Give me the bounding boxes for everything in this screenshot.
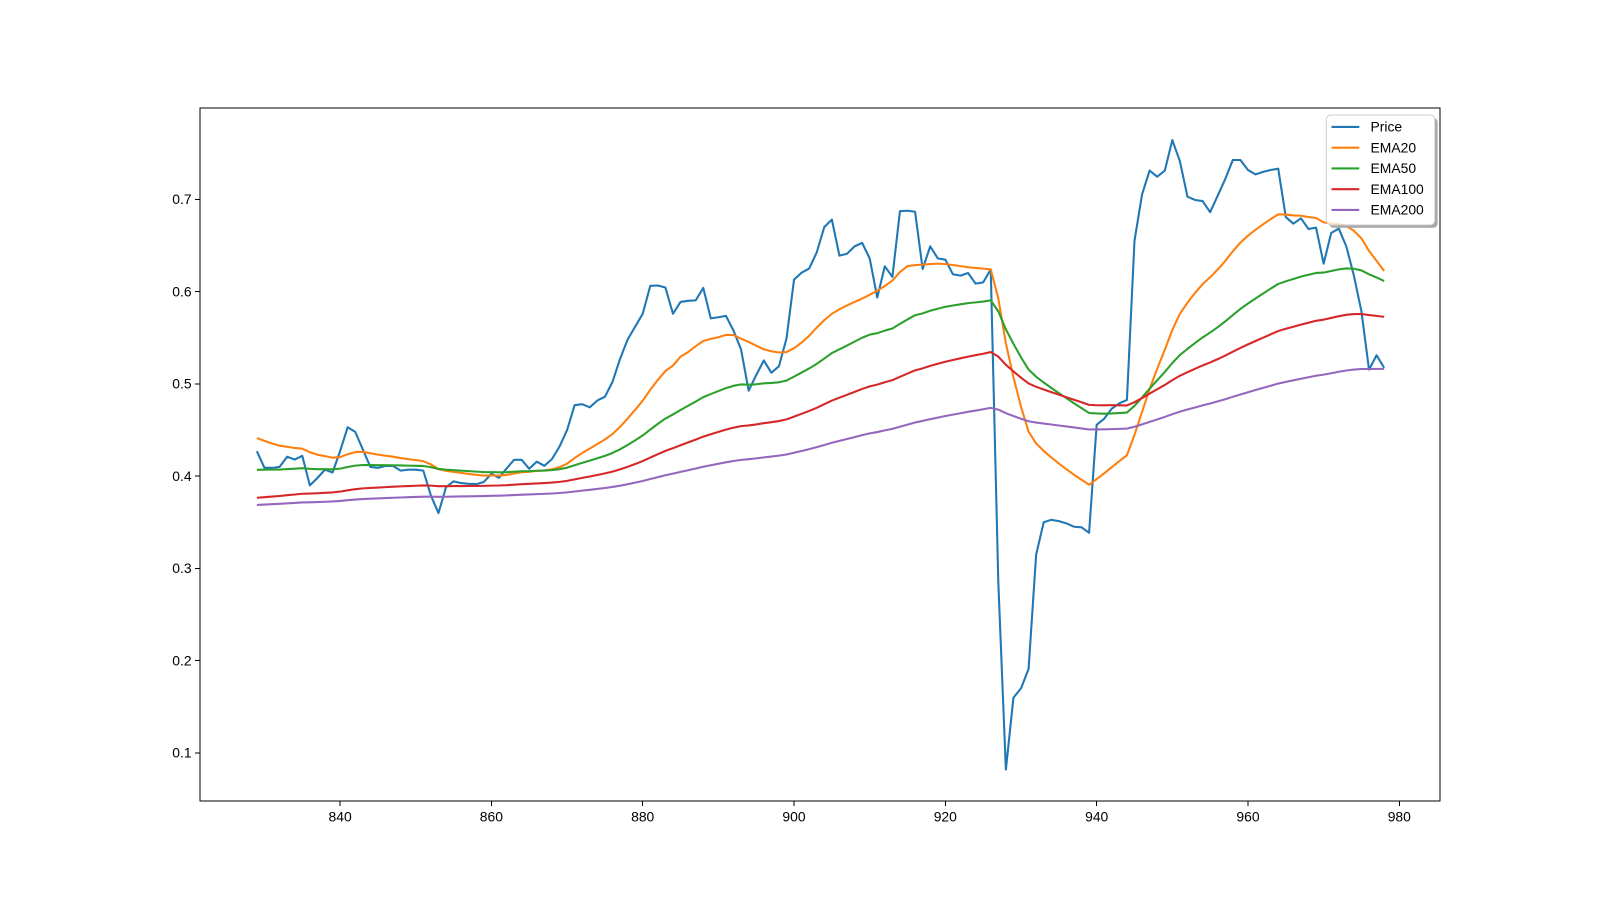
svg-text:0.5: 0.5: [172, 376, 192, 392]
svg-text:0.4: 0.4: [172, 468, 192, 484]
svg-text:0.1: 0.1: [172, 745, 192, 761]
svg-text:0.2: 0.2: [172, 652, 192, 668]
svg-text:Price: Price: [1371, 119, 1403, 135]
svg-text:0.6: 0.6: [172, 283, 192, 299]
svg-text:0.7: 0.7: [172, 191, 192, 207]
svg-text:EMA20: EMA20: [1371, 139, 1417, 155]
svg-text:0.3: 0.3: [172, 560, 192, 576]
svg-text:960: 960: [1236, 809, 1259, 825]
svg-text:EMA50: EMA50: [1371, 160, 1417, 176]
svg-text:880: 880: [631, 809, 654, 825]
svg-text:940: 940: [1085, 809, 1108, 825]
svg-text:EMA100: EMA100: [1371, 181, 1425, 197]
svg-text:900: 900: [782, 809, 805, 825]
svg-text:EMA200: EMA200: [1371, 202, 1425, 218]
svg-text:840: 840: [329, 809, 352, 825]
svg-text:920: 920: [934, 809, 957, 825]
svg-text:980: 980: [1388, 809, 1411, 825]
svg-text:860: 860: [480, 809, 503, 825]
